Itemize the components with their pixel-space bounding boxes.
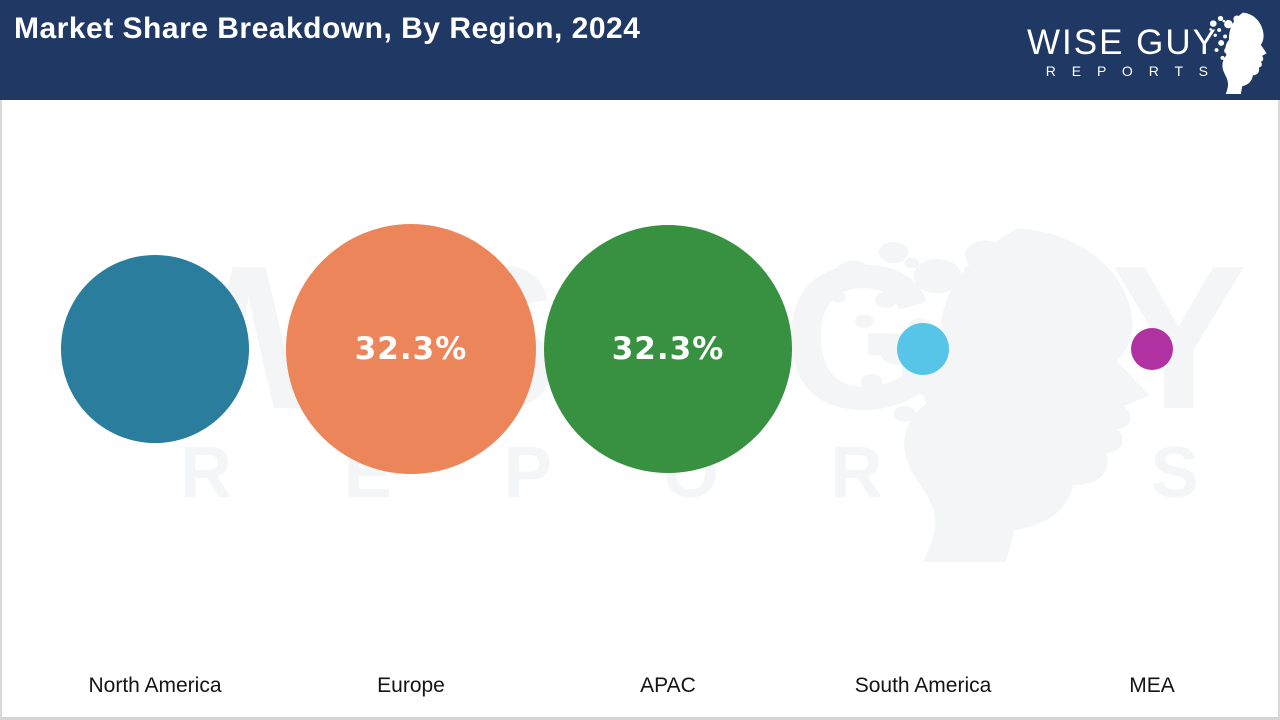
bubble-value-label: 32.3% bbox=[354, 331, 468, 367]
category-label-mea: MEA bbox=[1129, 674, 1175, 697]
bubble-value-label: 32.3% bbox=[611, 331, 725, 367]
logo-wordmark-line1: WISE GUY bbox=[1026, 23, 1218, 63]
bubble-apac[interactable]: 32.3% bbox=[544, 225, 792, 473]
category-label-europe: Europe bbox=[377, 674, 445, 697]
bubble-south-america[interactable] bbox=[897, 323, 949, 375]
logo-wordmark-line2: R E P O R T S bbox=[1045, 62, 1214, 79]
category-label-north-america: North America bbox=[88, 674, 222, 697]
bubble-mea[interactable] bbox=[1131, 328, 1173, 370]
bubble-europe[interactable]: 32.3% bbox=[286, 224, 536, 474]
bubble-north-america[interactable] bbox=[61, 255, 249, 443]
category-label-row: North America Europe APAC South America MEA bbox=[2, 100, 1278, 717]
category-label-south-america: South America bbox=[854, 674, 992, 697]
logo-wordmark: WISE GUY R E P O R T S bbox=[1026, 23, 1218, 79]
page-title: Market Share Breakdown, By Region, 2024 bbox=[14, 12, 641, 45]
category-label-apac: APAC bbox=[640, 674, 696, 697]
brand-logo: WISE GUY R E P O R T S bbox=[1027, 10, 1270, 94]
chart-canvas: WISE GUY R E P O R T S 32.3%32.3% North … bbox=[0, 100, 1280, 720]
header: Market Share Breakdown, By Region, 2024 … bbox=[0, 0, 1280, 100]
bubble-layer: 32.3% 32.3% bbox=[2, 100, 1278, 717]
